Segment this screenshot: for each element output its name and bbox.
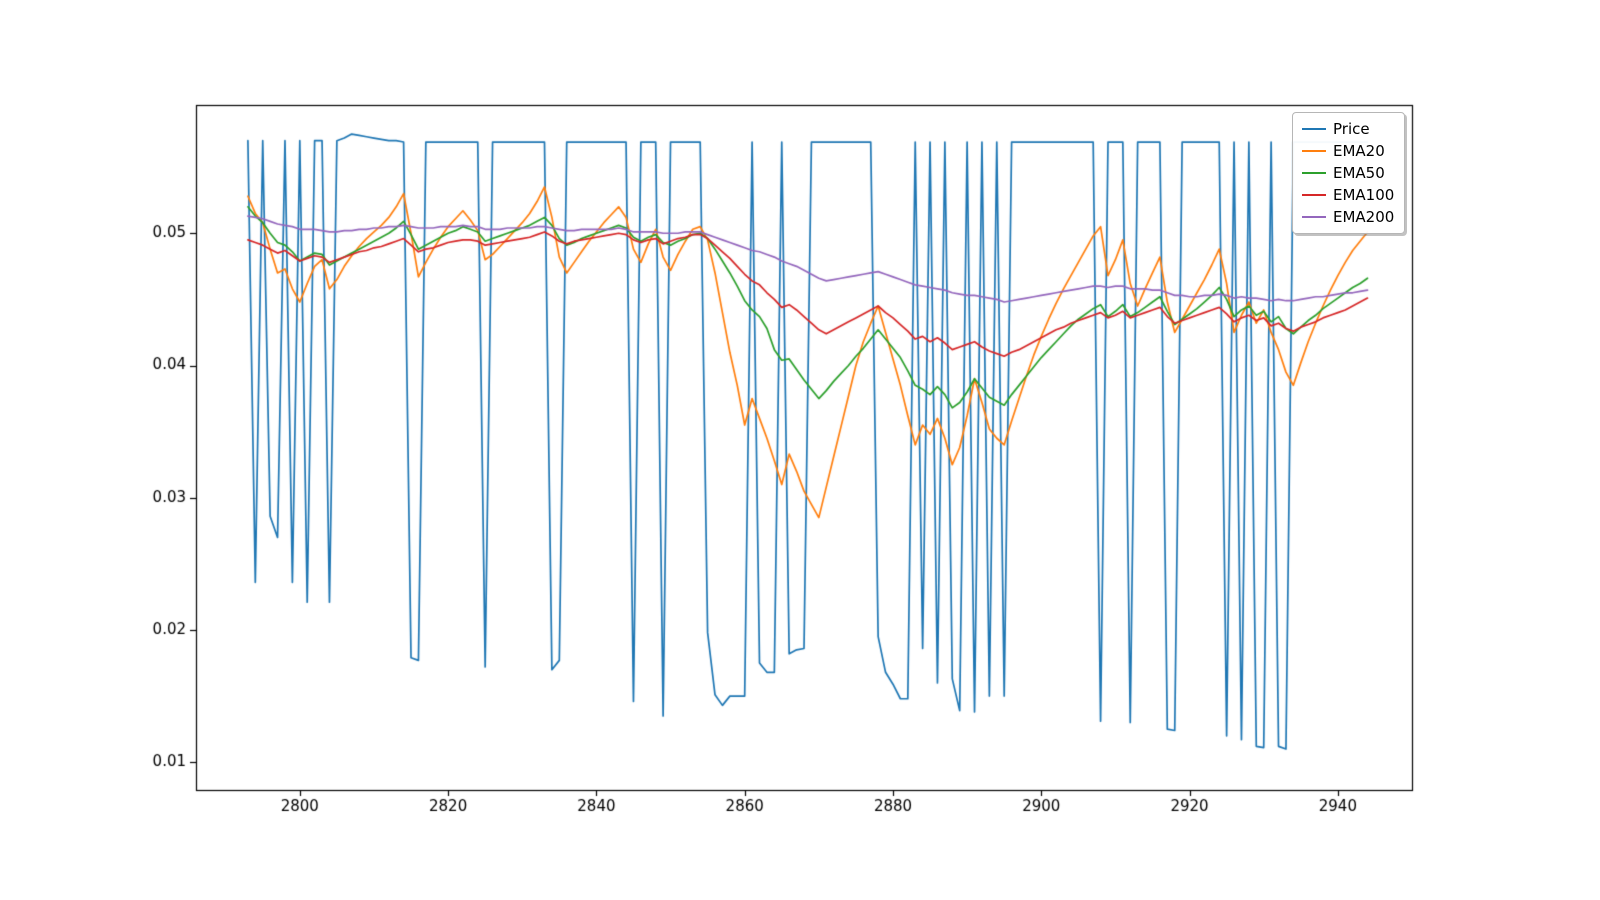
legend-swatch-ema20-line xyxy=(1302,150,1326,152)
legend-item-ema20: EMA20 xyxy=(1302,142,1394,160)
legend-item-ema200: EMA200 xyxy=(1302,208,1394,226)
legend-label-ema20: EMA20 xyxy=(1333,142,1385,160)
legend-swatch-ema100-line xyxy=(1302,194,1326,196)
legend: Price EMA20 EMA50 EMA100 EMA200 xyxy=(1292,112,1406,234)
legend-item-ema50: EMA50 xyxy=(1302,164,1394,182)
legend-item-ema100: EMA100 xyxy=(1302,186,1394,204)
legend-swatch-ema50-line xyxy=(1302,172,1326,174)
legend-label-price: Price xyxy=(1333,120,1370,138)
legend-label-ema50: EMA50 xyxy=(1333,164,1385,182)
legend-swatch-price-line xyxy=(1302,128,1326,130)
legend-swatch-ema200-line xyxy=(1302,216,1326,218)
legend-label-ema100: EMA100 xyxy=(1333,186,1395,204)
legend-item-price: Price xyxy=(1302,120,1394,138)
legend-label-ema200: EMA200 xyxy=(1333,208,1395,226)
